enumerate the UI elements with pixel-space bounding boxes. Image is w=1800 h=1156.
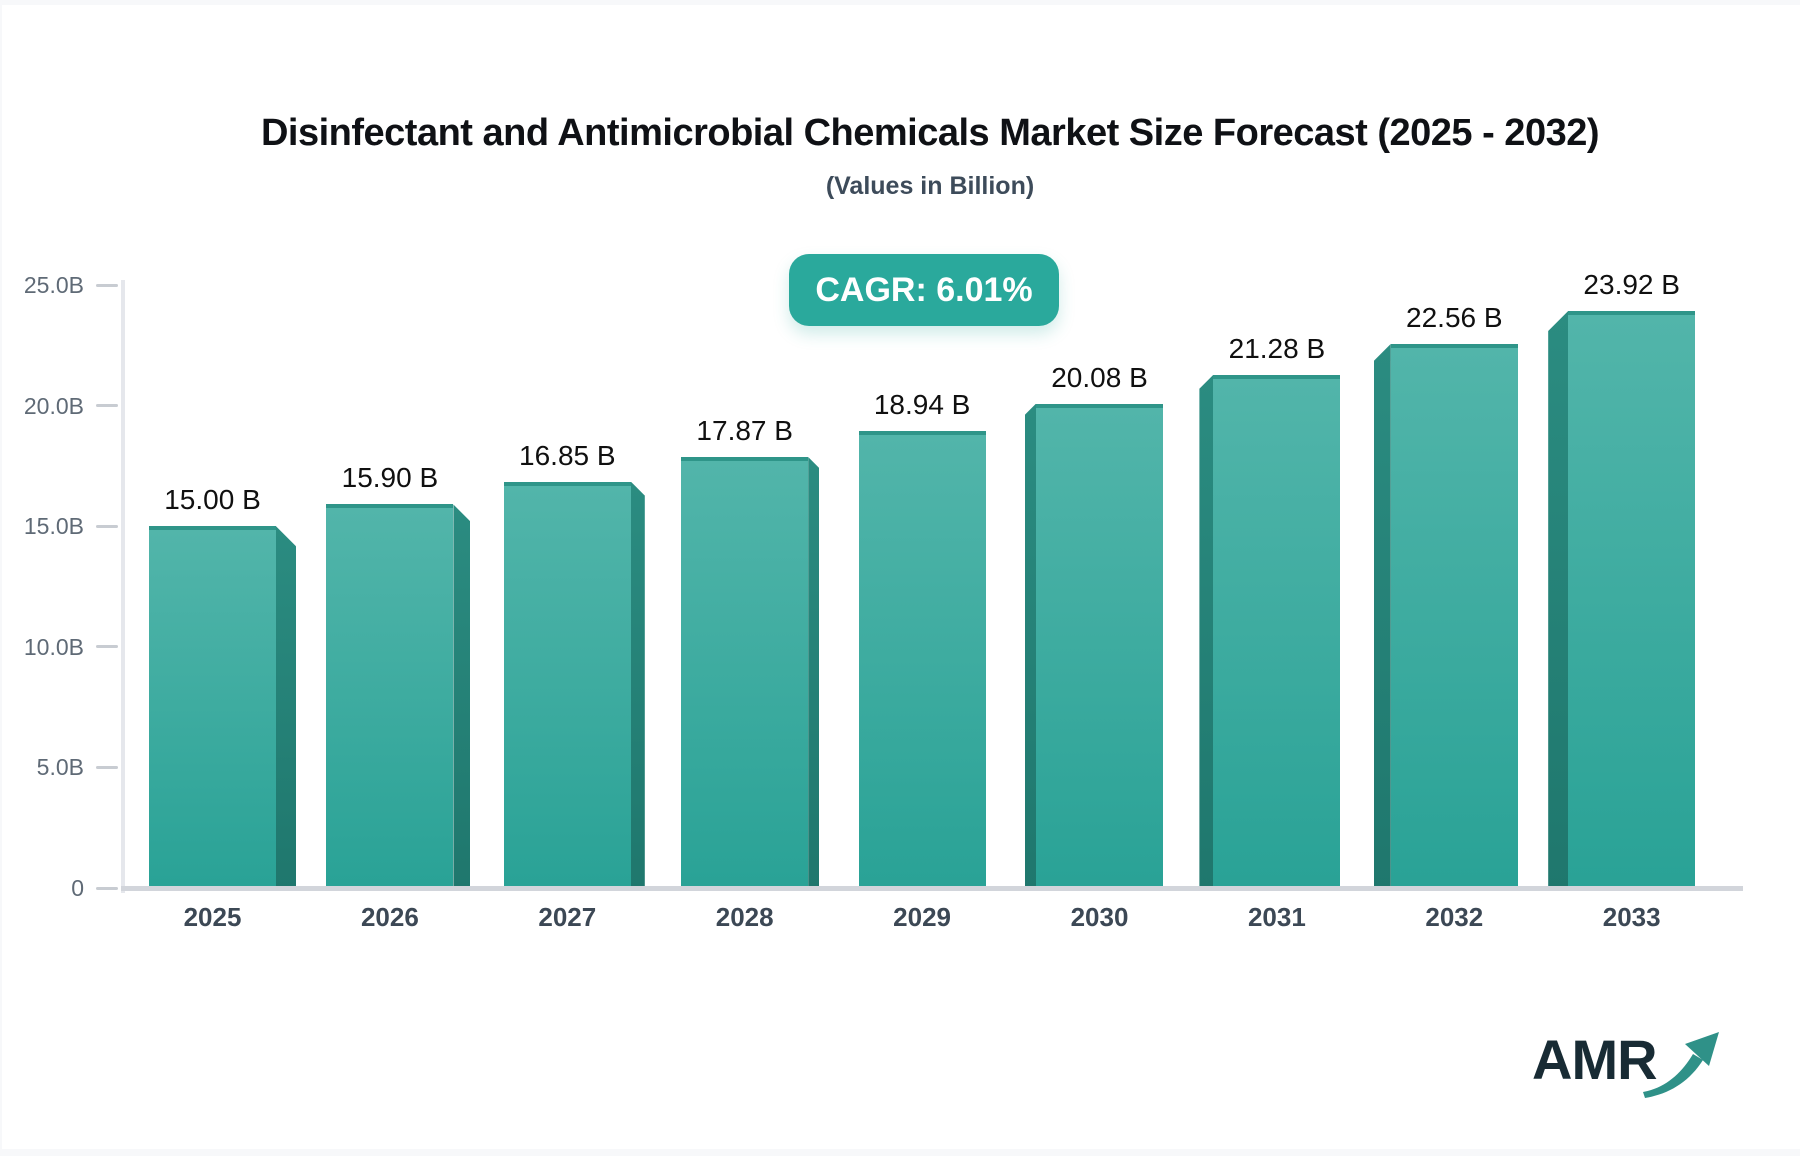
- bar-value-label: 21.28 B: [1228, 332, 1326, 364]
- bar-side: [808, 456, 820, 890]
- x-axis-label: 2026: [360, 902, 419, 932]
- x-axis-label: 2032: [1425, 902, 1484, 932]
- bar-side: [1025, 403, 1036, 890]
- bar-value-label: 18.94 B: [873, 389, 971, 421]
- y-axis-tick-label: 0: [71, 875, 84, 901]
- y-axis-tick-label: 5.0B: [36, 754, 84, 781]
- x-axis-label: 2031: [1247, 902, 1306, 932]
- amr-logo-text: AMR: [1532, 1028, 1658, 1091]
- bar-value-label: 15.90 B: [341, 462, 439, 494]
- bar-side: [1199, 374, 1214, 890]
- cagr-badge: CAGR: 6.01%: [789, 254, 1059, 326]
- y-axis-tick-label: 20.0B: [23, 392, 84, 419]
- x-axis-line: [121, 886, 1743, 891]
- x-axis-label: 2027: [538, 902, 597, 932]
- chart-title: Disinfectant and Antimicrobial Chemicals…: [260, 112, 1600, 154]
- bar: [503, 481, 645, 890]
- y-axis-tick-mark: [96, 283, 118, 287]
- page-edge-bottom: [0, 1149, 1800, 1156]
- bar-side: [1548, 311, 1569, 890]
- bar-value-label: 15.00 B: [164, 484, 261, 516]
- bar-face: [503, 481, 631, 890]
- bar-face: [149, 526, 276, 890]
- bar: [858, 431, 986, 890]
- bar-face: [858, 431, 986, 890]
- y-axis-line: [121, 280, 125, 893]
- y-axis-tick-mark: [96, 645, 118, 649]
- bar: [1373, 343, 1518, 890]
- bar-face: [681, 456, 809, 890]
- amr-logo: AMR: [1532, 1028, 1762, 1112]
- y-axis-tick-mark: [96, 765, 118, 769]
- bar-side: [630, 481, 645, 890]
- bar-face: [1390, 343, 1518, 890]
- bar: [1199, 374, 1341, 890]
- bar: [1548, 311, 1696, 890]
- x-axis-label: 2033: [1602, 902, 1661, 932]
- bar: [149, 526, 296, 890]
- growth-arrow-icon: [1642, 1032, 1719, 1098]
- bar-value-label: 17.87 B: [696, 414, 793, 446]
- x-axis-label: 2029: [893, 902, 952, 932]
- bar-side: [453, 504, 471, 890]
- y-axis-tick-mark: [96, 886, 118, 890]
- bar-face: [1568, 311, 1696, 890]
- bar-face: [326, 504, 454, 890]
- page-edge-top: [0, 0, 1800, 5]
- y-axis-tick-mark: [96, 404, 118, 408]
- x-axis-label: 2028: [715, 902, 774, 932]
- x-axis-label: 2025: [183, 902, 242, 932]
- y-axis-tick-label: 10.0B: [23, 633, 84, 660]
- page-edge-left: [0, 0, 2, 1156]
- y-axis-tick-label: 15.0B: [23, 513, 84, 540]
- y-axis-tick-label: 25.0B: [23, 272, 84, 298]
- bar-value-label: 20.08 B: [1051, 361, 1148, 393]
- bar-value-label: 16.85 B: [519, 439, 616, 471]
- bar-side: [276, 526, 296, 890]
- y-axis-tick-mark: [96, 524, 118, 528]
- bar-value-label: 22.56 B: [1406, 301, 1503, 333]
- bar: [1025, 403, 1163, 890]
- bar: [681, 456, 820, 890]
- bar-face: [1036, 403, 1163, 890]
- bar-side: [1373, 343, 1391, 890]
- bar: [326, 504, 471, 890]
- chart-subtitle: (Values in Billion): [825, 172, 1035, 200]
- bar-face: [1213, 374, 1341, 890]
- bar-value-label: 23.92 B: [1583, 269, 1680, 301]
- x-axis-label: 2030: [1070, 902, 1129, 932]
